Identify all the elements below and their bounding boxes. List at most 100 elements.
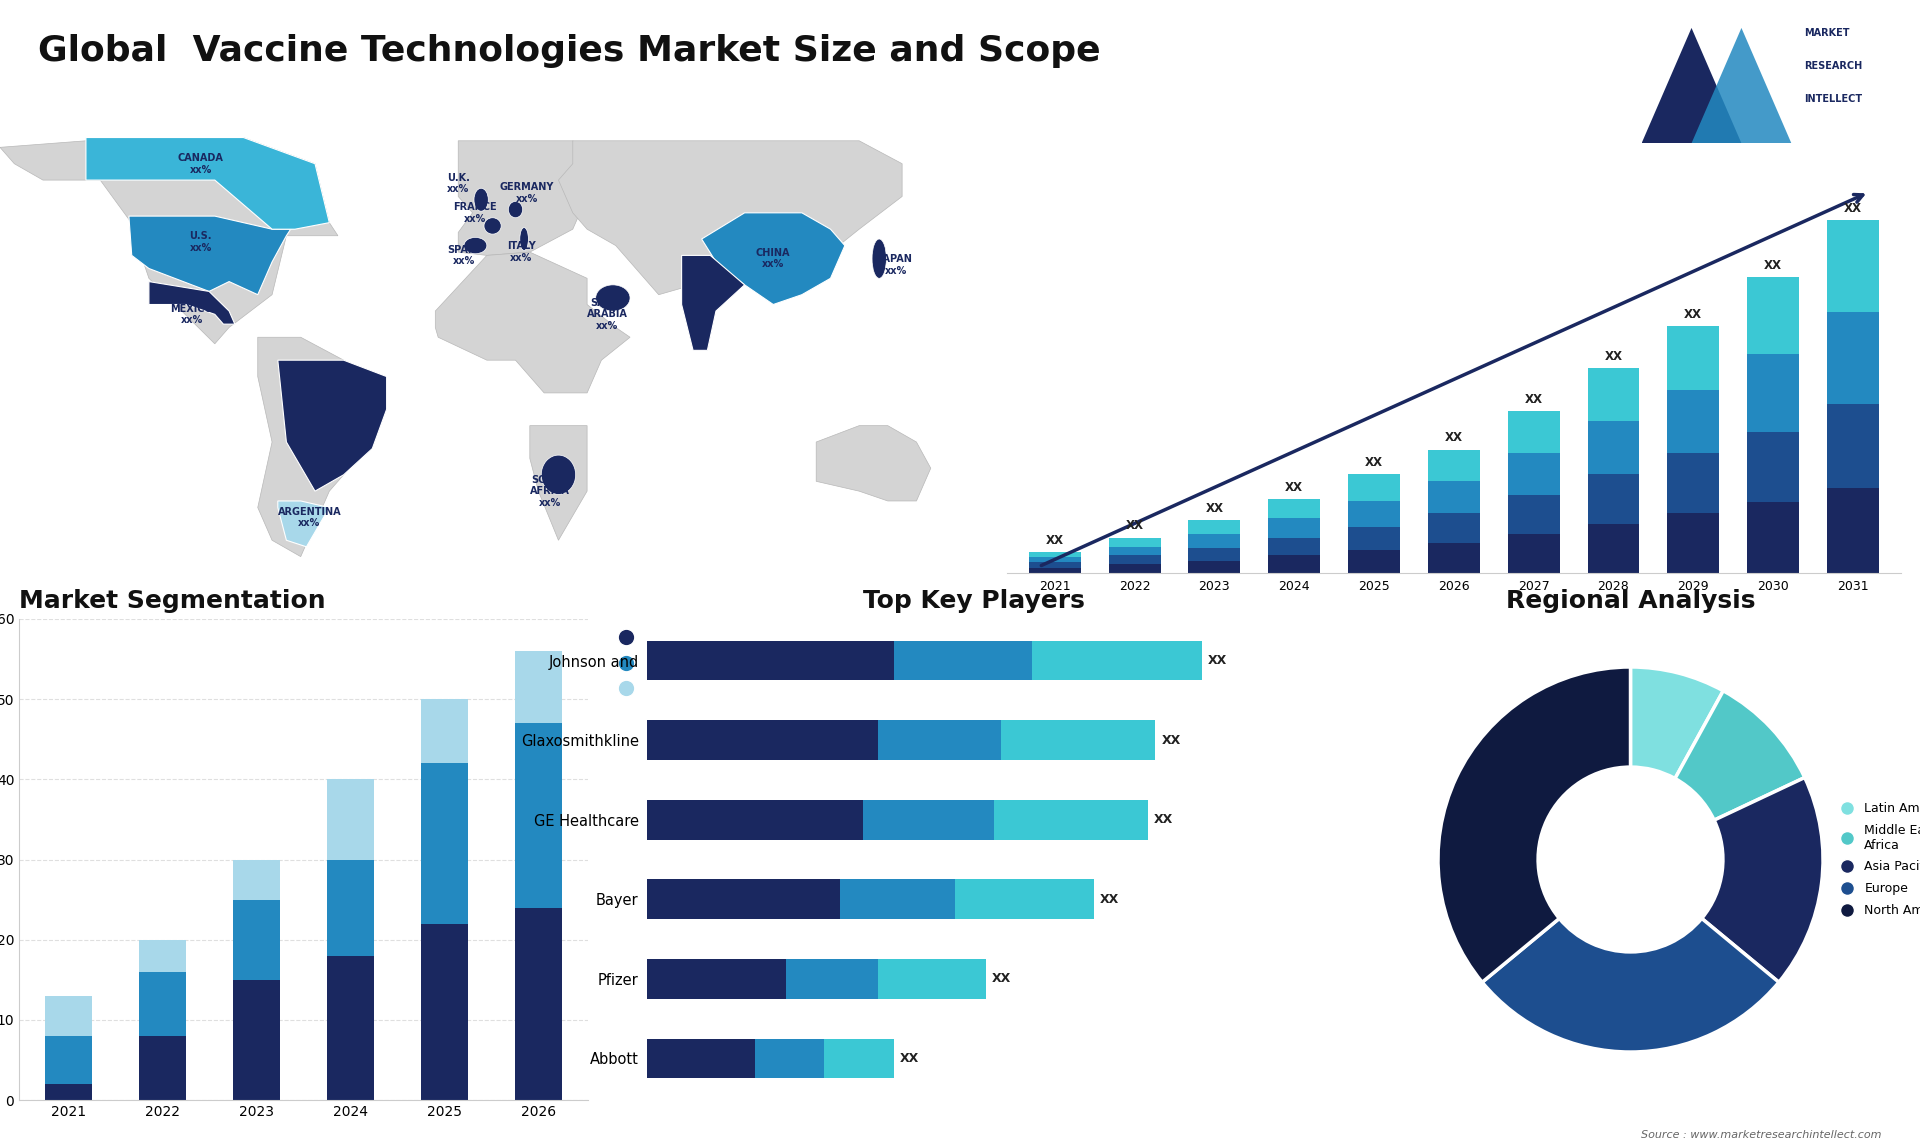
Wedge shape xyxy=(1674,691,1805,821)
Text: GERMANY
xx%: GERMANY xx% xyxy=(499,182,555,204)
Text: MARKET: MARKET xyxy=(1803,28,1849,38)
Bar xyxy=(995,800,1148,840)
Bar xyxy=(1428,481,1480,513)
Polygon shape xyxy=(701,213,845,305)
Polygon shape xyxy=(0,138,338,344)
Text: FRANCE
xx%: FRANCE xx% xyxy=(453,202,497,223)
Bar xyxy=(232,980,280,1100)
Text: XX: XX xyxy=(1208,654,1227,667)
Ellipse shape xyxy=(595,285,630,311)
Text: XX: XX xyxy=(1154,814,1173,826)
Bar xyxy=(515,651,563,723)
Text: XX: XX xyxy=(1100,893,1119,905)
Bar xyxy=(647,1038,755,1078)
Bar xyxy=(1108,537,1160,547)
Text: XX: XX xyxy=(1764,259,1782,272)
Ellipse shape xyxy=(541,455,576,494)
Bar xyxy=(1108,564,1160,573)
Ellipse shape xyxy=(872,240,887,278)
Bar xyxy=(647,959,785,998)
Bar xyxy=(1269,556,1321,573)
Text: ITALY
xx%: ITALY xx% xyxy=(507,242,536,262)
Bar xyxy=(44,996,92,1036)
Bar xyxy=(1188,560,1240,573)
Bar xyxy=(1588,524,1640,573)
Bar xyxy=(326,860,374,956)
Bar xyxy=(839,879,954,919)
Polygon shape xyxy=(682,256,745,351)
Legend: Application, Product, Geography: Application, Product, Geography xyxy=(607,626,730,701)
Bar xyxy=(877,959,987,998)
Text: Global  Vaccine Technologies Market Size and Scope: Global Vaccine Technologies Market Size … xyxy=(38,34,1100,69)
Bar xyxy=(1747,432,1799,502)
Bar xyxy=(1828,403,1880,488)
Bar xyxy=(1269,537,1321,556)
Text: RESEARCH: RESEARCH xyxy=(1803,61,1862,71)
Polygon shape xyxy=(1692,28,1791,143)
Polygon shape xyxy=(150,282,234,324)
Bar xyxy=(1588,422,1640,474)
Text: XX: XX xyxy=(1046,534,1064,547)
Bar xyxy=(1667,390,1718,453)
Bar xyxy=(1428,543,1480,573)
Text: CHINA
xx%: CHINA xx% xyxy=(756,248,791,269)
Bar xyxy=(647,721,877,760)
Bar xyxy=(44,1084,92,1100)
Bar xyxy=(1348,527,1400,550)
Bar xyxy=(1269,499,1321,518)
Bar xyxy=(1108,547,1160,556)
Bar xyxy=(420,763,468,924)
Bar xyxy=(862,800,995,840)
Bar xyxy=(1507,453,1559,495)
Text: JAPAN
xx%: JAPAN xx% xyxy=(879,254,912,276)
Bar xyxy=(1348,550,1400,573)
Text: MEXICO
xx%: MEXICO xx% xyxy=(171,304,213,325)
Text: CANADA
xx%: CANADA xx% xyxy=(177,152,223,174)
Text: XX: XX xyxy=(1524,393,1542,406)
Bar xyxy=(1348,501,1400,527)
Bar xyxy=(44,1036,92,1084)
Bar xyxy=(1747,502,1799,573)
Polygon shape xyxy=(459,141,601,256)
Bar xyxy=(138,972,186,1036)
Bar xyxy=(1828,312,1880,403)
Text: XX: XX xyxy=(1843,202,1862,215)
Ellipse shape xyxy=(509,202,522,218)
Wedge shape xyxy=(1482,918,1778,1052)
Wedge shape xyxy=(1630,667,1724,778)
Bar xyxy=(138,1036,186,1100)
Text: ARGENTINA
xx%: ARGENTINA xx% xyxy=(278,507,342,528)
Text: SOUTH
AFRICA
xx%: SOUTH AFRICA xx% xyxy=(530,474,570,508)
Ellipse shape xyxy=(484,218,501,234)
Wedge shape xyxy=(1438,667,1630,982)
Bar xyxy=(1029,557,1081,563)
Bar xyxy=(1747,354,1799,432)
Text: XX: XX xyxy=(1684,308,1703,321)
Text: Market Segmentation: Market Segmentation xyxy=(19,589,326,613)
Text: INDIA
xx%: INDIA xx% xyxy=(685,293,716,315)
Bar xyxy=(893,641,1033,681)
Bar xyxy=(326,779,374,860)
Text: XX: XX xyxy=(1284,480,1304,494)
Bar xyxy=(232,860,280,900)
Bar xyxy=(1033,641,1202,681)
Text: XX: XX xyxy=(1125,519,1144,533)
Bar xyxy=(954,879,1094,919)
Bar xyxy=(232,900,280,980)
Text: Source : www.marketresearchintellect.com: Source : www.marketresearchintellect.com xyxy=(1642,1130,1882,1140)
Title: Top Key Players: Top Key Players xyxy=(864,589,1085,613)
Text: XX: XX xyxy=(1446,431,1463,445)
Polygon shape xyxy=(129,217,296,295)
Title: Regional Analysis: Regional Analysis xyxy=(1505,589,1755,613)
Text: BRAZIL
xx%: BRAZIL xx% xyxy=(319,408,357,430)
Bar xyxy=(1828,220,1880,312)
Polygon shape xyxy=(530,425,588,540)
Bar xyxy=(420,699,468,763)
Text: U.S.
xx%: U.S. xx% xyxy=(190,231,211,253)
Bar xyxy=(1029,563,1081,567)
Text: SAUDI
ARABIA
xx%: SAUDI ARABIA xx% xyxy=(588,298,628,331)
Polygon shape xyxy=(559,141,902,295)
Text: INTELLECT: INTELLECT xyxy=(1803,94,1862,104)
Polygon shape xyxy=(816,425,931,501)
Text: XX: XX xyxy=(1162,733,1181,747)
